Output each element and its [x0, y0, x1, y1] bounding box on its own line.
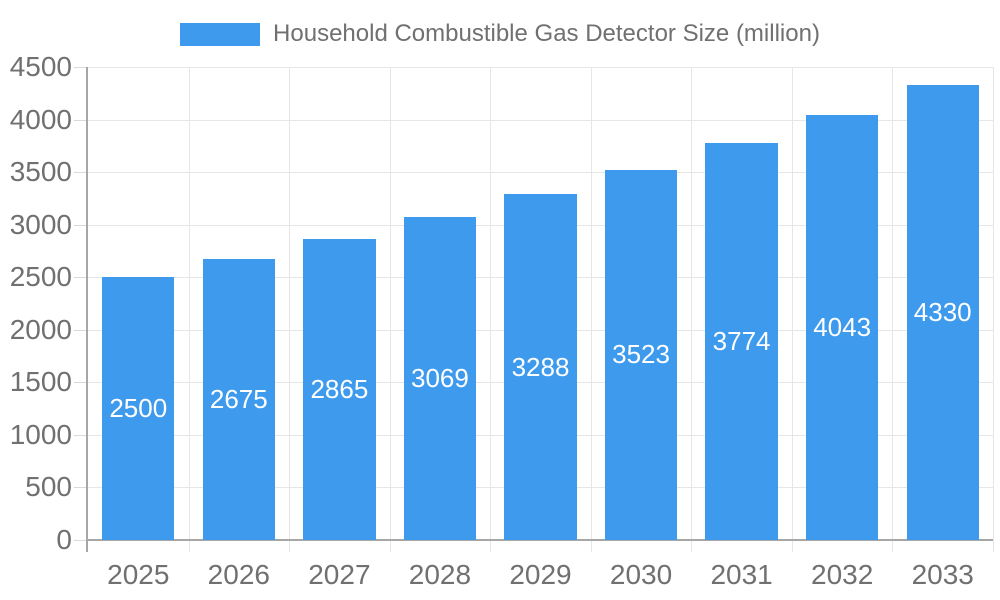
- legend-label: Household Combustible Gas Detector Size …: [273, 20, 820, 47]
- legend[interactable]: Household Combustible Gas Detector Size …: [0, 20, 1000, 48]
- bar-value-label: 2865: [310, 373, 369, 404]
- y-gridline: [88, 67, 993, 68]
- bar-value-label: 4330: [913, 296, 972, 327]
- y-tick-label: 1500: [9, 366, 72, 398]
- y-axis-tick: [74, 540, 88, 541]
- bar-2027[interactable]: 2865: [303, 238, 376, 540]
- bar-2032[interactable]: 4043: [805, 115, 879, 540]
- bar-2028[interactable]: 3069: [403, 217, 477, 540]
- y-tick-label: 4500: [9, 51, 72, 82]
- y-axis-tick: [74, 172, 88, 174]
- y-axis-tick: [74, 119, 88, 121]
- x-gridline: [590, 67, 592, 552]
- y-tick-label: 2000: [9, 313, 72, 345]
- bar-2026[interactable]: 2675: [202, 258, 276, 540]
- y-tick-label: 3500: [9, 156, 72, 188]
- y-axis-tick: [74, 487, 88, 489]
- bar-value-label: 2500: [109, 393, 168, 424]
- x-tick-label: 2030: [609, 559, 673, 590]
- x-tick-label: 2025: [107, 559, 170, 590]
- x-gridline: [993, 67, 994, 552]
- y-gridline: [88, 172, 993, 174]
- x-tick-label: 2027: [308, 559, 371, 590]
- x-gridline: [389, 67, 391, 552]
- y-axis-tick: [74, 329, 88, 331]
- y-axis-tick: [74, 277, 88, 279]
- bar-value-label: 3069: [411, 363, 469, 394]
- y-tick-label: 0: [56, 524, 72, 555]
- y-axis-tick: [74, 434, 88, 436]
- bar-2031[interactable]: 3774: [705, 143, 778, 540]
- bar-value-label: 2675: [209, 383, 268, 414]
- bar-2025[interactable]: 2500: [102, 277, 175, 540]
- bar-2030[interactable]: 3523: [604, 169, 678, 540]
- bar-value-label: 4043: [813, 312, 872, 342]
- x-gridline: [490, 67, 492, 552]
- x-tick-label: 2028: [408, 559, 472, 590]
- x-tick-label: 2029: [509, 559, 572, 590]
- y-tick-label: 2500: [9, 261, 72, 293]
- y-tick-label: 500: [25, 471, 72, 503]
- y-axis-tick: [74, 382, 88, 384]
- legend-swatch: [180, 22, 261, 46]
- y-tick-label: 1000: [9, 418, 72, 450]
- bar-value-label: 3774: [712, 326, 771, 357]
- x-gridline: [289, 67, 291, 552]
- x-tick-label: 2032: [811, 559, 874, 590]
- bar-value-label: 3288: [511, 351, 570, 382]
- y-axis-line: [86, 67, 88, 552]
- bar-2033[interactable]: 4330: [906, 84, 979, 540]
- x-gridline: [892, 67, 894, 552]
- x-gridline: [691, 67, 693, 552]
- y-tick-label: 4000: [9, 103, 72, 135]
- y-axis-tick: [74, 67, 88, 68]
- y-axis-tick: [74, 224, 88, 226]
- bar-2029[interactable]: 3288: [504, 194, 577, 540]
- bar-value-label: 3523: [612, 339, 670, 370]
- x-tick-label: 2026: [207, 559, 270, 590]
- y-gridline: [88, 119, 993, 121]
- x-tick-label: 2031: [710, 559, 773, 590]
- x-tick-label: 2033: [911, 559, 974, 590]
- x-gridline: [791, 67, 793, 552]
- x-axis-line: [86, 539, 993, 541]
- x-gridline: [188, 67, 190, 552]
- y-tick-label: 3000: [9, 208, 72, 240]
